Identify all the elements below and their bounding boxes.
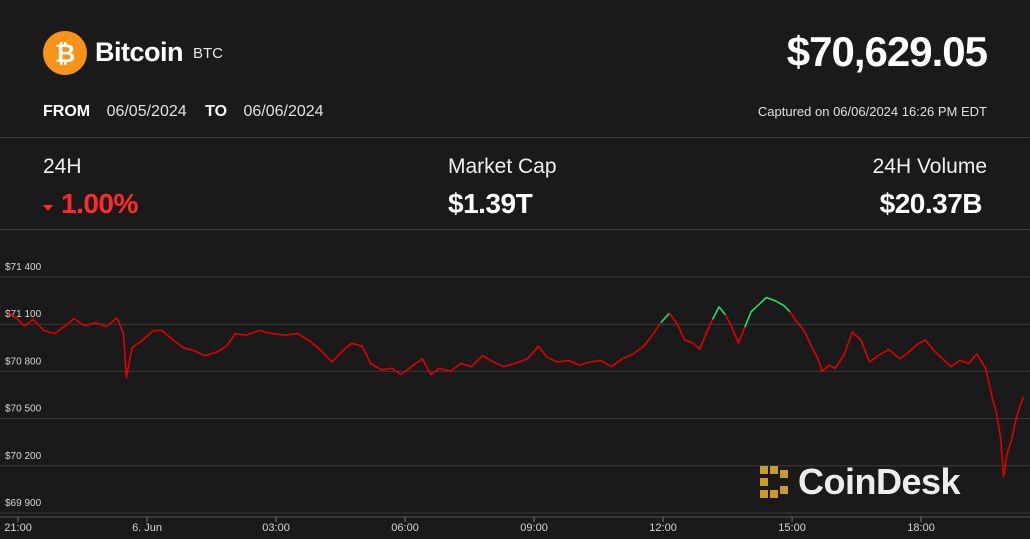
stats-divider: [0, 229, 1030, 230]
date-range: FROM 06/05/2024 TO 06/06/2024: [43, 103, 324, 121]
change-percent: 1.00%: [61, 188, 138, 219]
price-line-segment: [660, 312, 671, 324]
y-tick-label: $70 200: [5, 451, 42, 462]
to-date: 06/06/2024: [243, 103, 324, 120]
price-line-segment: [724, 314, 746, 344]
y-tick-label: $69 900: [5, 498, 42, 509]
x-tick-label: 6. Jun: [132, 522, 162, 534]
change-label: 24H: [43, 155, 82, 178]
x-tick-label: 12:00: [649, 522, 677, 534]
price-chart: $71 400 $71 100 $70 800 $70 500 $70 200 $69 9…: [0, 262, 1030, 534]
y-tick-label: $71 100: [5, 309, 42, 320]
y-tick-label: $70 500: [5, 404, 42, 415]
market-cap-value: $1.39T: [448, 188, 533, 219]
change-value: 1.00%: [43, 188, 138, 220]
volume-label: 24H Volume: [872, 155, 987, 178]
price-line-segment: [6, 310, 662, 379]
down-arrow-icon: [43, 204, 53, 211]
captured-timestamp: Captured on 06/06/2024 16:26 PM EDT: [757, 104, 987, 119]
coin-name: Bitcoin: [95, 37, 184, 67]
current-price: $70,629.05: [786, 28, 988, 75]
x-tick-label: 18:00: [907, 522, 935, 534]
y-tick-label: $71 400: [5, 262, 42, 273]
x-tick-label: 06:00: [391, 522, 419, 534]
header-divider: [0, 137, 1030, 138]
price-line-segment: [668, 312, 714, 351]
from-date: 06/05/2024: [106, 103, 187, 120]
y-tick-label: $70 800: [5, 356, 42, 367]
bitcoin-icon: ₿: [43, 31, 87, 75]
bitcoin-symbol: ₿: [55, 39, 75, 68]
x-tick-label: 21:00: [4, 522, 32, 534]
x-tick-label: 03:00: [262, 522, 290, 534]
market-cap-label: Market Cap: [448, 155, 557, 178]
to-label: TO: [205, 103, 228, 120]
price-header: ₿ Bitcoin BTC $70,629.05 FROM 06/05/2024…: [0, 0, 1030, 138]
from-label: FROM: [43, 103, 91, 120]
coin-ticker: BTC: [193, 45, 223, 62]
watermark-text: CoinDesk: [798, 461, 961, 502]
volume-value: $20.37B: [879, 188, 983, 219]
price-line-segment: [789, 311, 1025, 478]
price-line-segment: [711, 306, 727, 320]
coindesk-logo-icon: [760, 466, 788, 498]
coindesk-watermark: CoinDesk: [758, 461, 961, 502]
x-tick-label: 09:00: [520, 522, 548, 534]
x-tick-label: 15:00: [778, 522, 806, 534]
price-line-segment: [744, 296, 791, 328]
